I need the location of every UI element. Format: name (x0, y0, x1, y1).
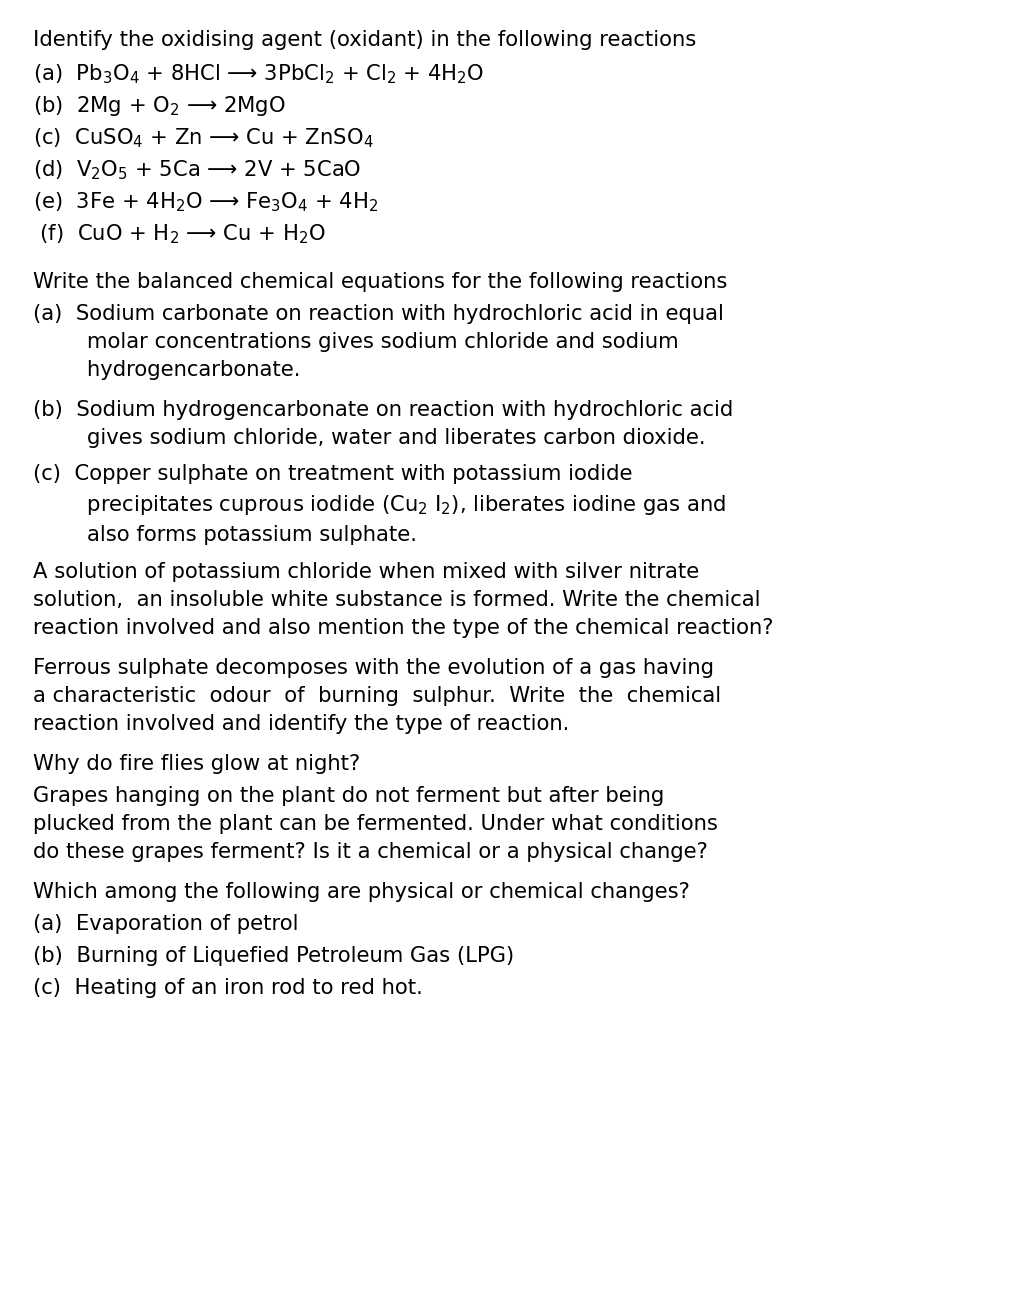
Text: (e)  3Fe + 4H$_2$O ⟶ Fe$_3$O$_4$ + 4H$_2$: (e) 3Fe + 4H$_2$O ⟶ Fe$_3$O$_4$ + 4H$_2$ (33, 190, 378, 213)
Text: (c)  CuSO$_4$ + Zn ⟶ Cu + ZnSO$_4$: (c) CuSO$_4$ + Zn ⟶ Cu + ZnSO$_4$ (33, 126, 374, 150)
Text: (d)  V$_2$O$_5$ + 5Ca ⟶ 2V + 5CaO: (d) V$_2$O$_5$ + 5Ca ⟶ 2V + 5CaO (33, 157, 361, 182)
Text: (b)  Burning of Liquefied Petroleum Gas (LPG): (b) Burning of Liquefied Petroleum Gas (… (33, 946, 514, 967)
Text: Identify the oxidising agent (oxidant) in the following reactions: Identify the oxidising agent (oxidant) i… (33, 30, 696, 49)
Text: Grapes hanging on the plant do not ferment but after being
plucked from the plan: Grapes hanging on the plant do not ferme… (33, 786, 718, 863)
Text: (f)  CuO + H$_2$ ⟶ Cu + H$_2$O: (f) CuO + H$_2$ ⟶ Cu + H$_2$O (33, 222, 326, 246)
Text: (c)  Heating of an iron rod to red hot.: (c) Heating of an iron rod to red hot. (33, 978, 423, 998)
Text: (b)  2Mg + O$_2$ ⟶ 2MgO: (b) 2Mg + O$_2$ ⟶ 2MgO (33, 94, 286, 118)
Text: Ferrous sulphate decomposes with the evolution of a gas having
a characteristic : Ferrous sulphate decomposes with the evo… (33, 658, 721, 734)
Text: Which among the following are physical or chemical changes?: Which among the following are physical o… (33, 882, 689, 902)
Text: A solution of potassium chloride when mixed with silver nitrate
solution,  an in: A solution of potassium chloride when mi… (33, 562, 773, 637)
Text: (c)  Copper sulphate on treatment with potassium iodide
        precipitates cup: (c) Copper sulphate on treatment with po… (33, 464, 726, 545)
Text: (a)  Evaporation of petrol: (a) Evaporation of petrol (33, 915, 298, 934)
Text: (a)  Pb$_3$O$_4$ + 8HCl ⟶ 3PbCl$_2$ + Cl$_2$ + 4H$_2$O: (a) Pb$_3$O$_4$ + 8HCl ⟶ 3PbCl$_2$ + Cl$… (33, 62, 484, 86)
Text: (a)  Sodium carbonate on reaction with hydrochloric acid in equal
        molar : (a) Sodium carbonate on reaction with hy… (33, 304, 724, 380)
Text: (b)  Sodium hydrogencarbonate on reaction with hydrochloric acid
        gives s: (b) Sodium hydrogencarbonate on reaction… (33, 399, 733, 448)
Text: Write the balanced chemical equations for the following reactions: Write the balanced chemical equations fo… (33, 272, 727, 291)
Text: Why do fire flies glow at night?: Why do fire flies glow at night? (33, 755, 360, 774)
